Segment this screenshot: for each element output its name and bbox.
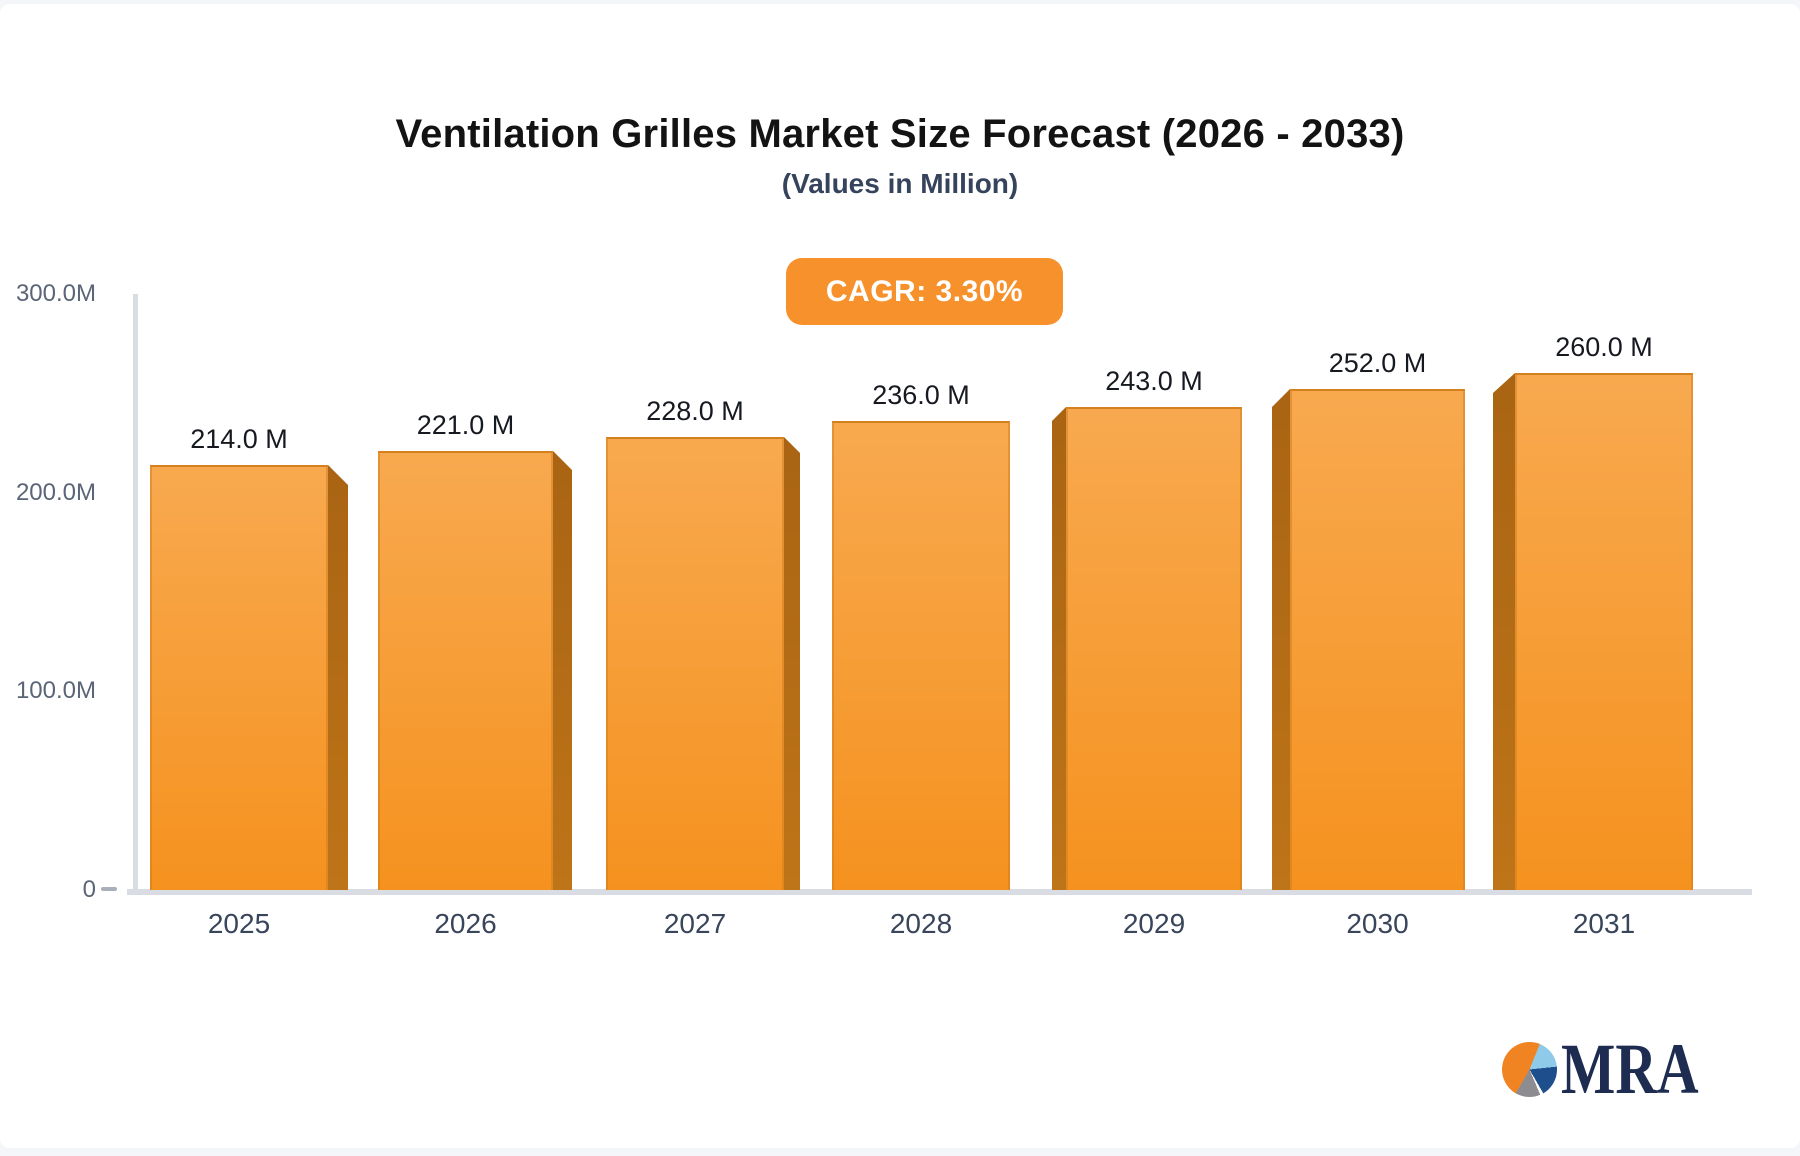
y-axis-label: 300.0M	[15, 280, 96, 307]
y-axis-zero-tick	[101, 887, 117, 891]
y-axis-label: 200.0M	[15, 478, 96, 506]
cagr-badge-label: CAGR: 3.30%	[825, 274, 1024, 308]
bar-2028[interactable]	[832, 421, 1010, 890]
bar-face	[1515, 373, 1693, 890]
bar-face	[832, 421, 1010, 890]
x-axis-label: 2031	[1572, 908, 1636, 939]
chart-card: Ventilation Grilles Market Size Forecast…	[0, 4, 1800, 1148]
x-axis-label: 2030	[1346, 908, 1409, 939]
chart-subtitle: (Values in Million)	[781, 168, 1019, 199]
bar-value-label: 252.0 M	[1328, 348, 1427, 378]
bar-face	[1290, 389, 1465, 890]
bar-2031[interactable]	[1493, 373, 1693, 890]
bar-face	[378, 451, 553, 890]
y-axis-label: 100.0M	[15, 677, 96, 705]
bar-face	[1066, 407, 1242, 890]
pie-chart-icon	[1502, 1042, 1557, 1097]
bar-face	[606, 437, 784, 890]
bar-value-label: 243.0 M	[1105, 366, 1203, 396]
bar-2027[interactable]	[606, 437, 800, 890]
bar-side-face	[553, 451, 572, 890]
x-axis-label: 2029	[1122, 908, 1186, 939]
bar-value-label: 214.0 M	[190, 424, 288, 454]
brand-logo: MRA	[1502, 1029, 1733, 1109]
y-axis-label: 0	[82, 876, 96, 903]
bar-side-face	[784, 437, 800, 890]
bar-side-face	[1493, 373, 1515, 890]
x-axis-label: 2026	[434, 908, 497, 939]
bar-2026[interactable]	[378, 451, 572, 890]
y-axis: 300.0M 200.0M 100.0M 0	[0, 4, 100, 904]
brand-logo-text: MRA	[1561, 1029, 1699, 1109]
bar-2025[interactable]	[150, 465, 348, 890]
bar-side-face	[1052, 407, 1066, 890]
bar-face	[150, 465, 328, 890]
x-axis-line	[127, 889, 1752, 895]
chart-title: Ventilation Grilles Market Size Forecast…	[395, 112, 1405, 156]
x-axis-label: 2025	[207, 908, 271, 939]
bar-2030[interactable]	[1272, 389, 1465, 890]
bar-side-face	[328, 465, 348, 890]
x-axis-label: 2027	[663, 908, 727, 939]
plot-area: 214.0 M 2025 221.0 M 2026 228.0 M 2027 236.0 M…	[127, 294, 1752, 939]
bar-value-label: 221.0 M	[416, 410, 515, 440]
bar-side-face	[1272, 389, 1290, 890]
cagr-badge: CAGR: 3.30%	[786, 258, 1063, 325]
bar-2029[interactable]	[1052, 407, 1242, 890]
bar-value-label: 236.0 M	[872, 380, 970, 410]
bar-value-label: 228.0 M	[646, 396, 744, 426]
bar-value-label: 260.0 M	[1555, 332, 1653, 362]
x-axis-label: 2028	[889, 908, 953, 939]
